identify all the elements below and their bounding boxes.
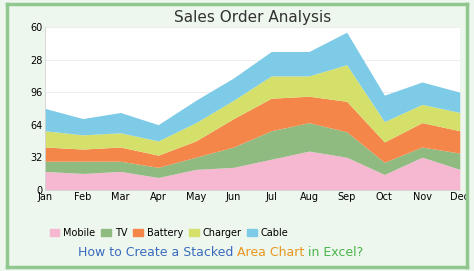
- Legend: Mobile, TV, Battery, Charger, Cable: Mobile, TV, Battery, Charger, Cable: [46, 224, 292, 242]
- Text: How to Create a Stacked: How to Create a Stacked: [78, 246, 237, 259]
- Text: Area Chart: Area Chart: [237, 246, 304, 259]
- Text: in Excel?: in Excel?: [304, 246, 364, 259]
- Title: Sales Order Analysis: Sales Order Analysis: [174, 9, 331, 25]
